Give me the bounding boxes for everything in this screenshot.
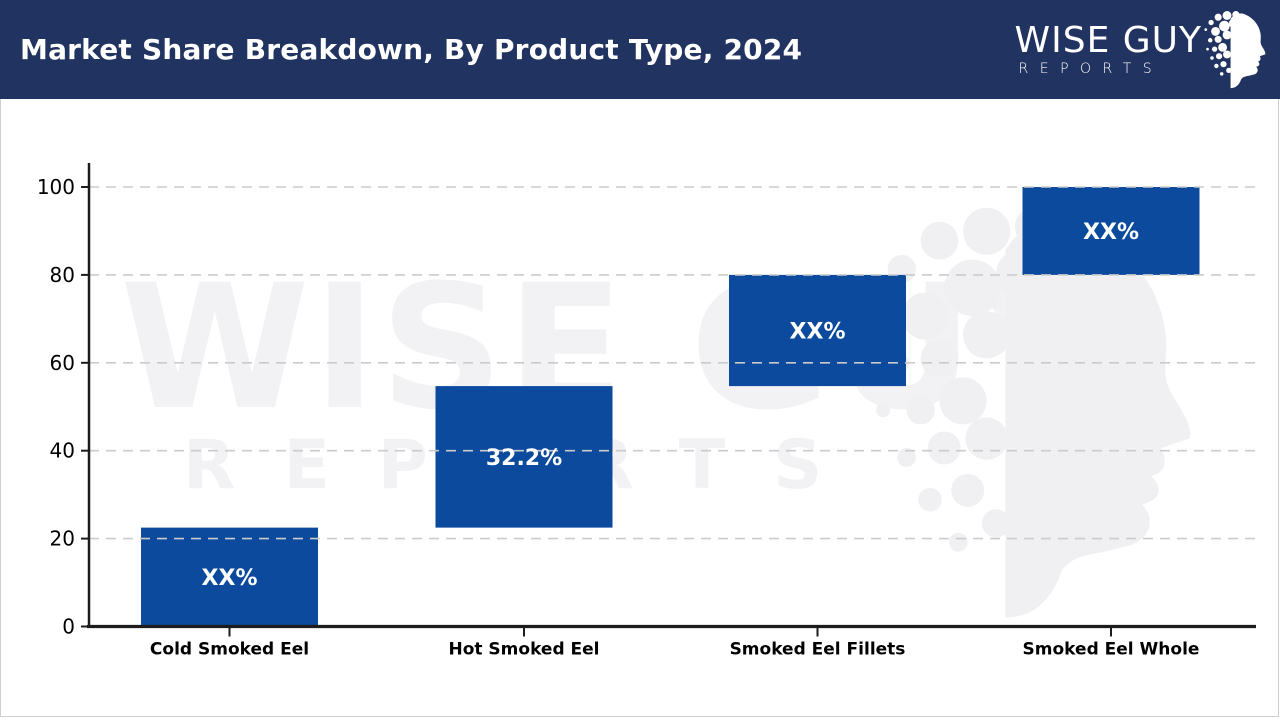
y-tick-label-40: 40 bbox=[50, 439, 75, 463]
bar-hot-smoked-eel bbox=[435, 386, 613, 528]
x-tick-label-smoked-eel-fillets: Smoked Eel Fillets bbox=[730, 640, 906, 660]
logo-subtext: REPORTS bbox=[1018, 60, 1164, 77]
logo-wordmark: WISE GUY bbox=[1014, 20, 1202, 62]
x-tick-label-hot-smoked-eel: Hot Smoked Eel bbox=[448, 640, 599, 660]
chart-title: Market Share Breakdown, By Product Type,… bbox=[20, 33, 803, 66]
bar-value-label-cold-smoked-eel: XX% bbox=[202, 566, 258, 591]
bar-value-label-smoked-eel-fillets: XX% bbox=[790, 319, 846, 344]
wiseguy-logo: WISE GUY REPORTS bbox=[1015, 10, 1267, 90]
bar-smoked-eel-whole bbox=[1022, 187, 1200, 275]
bar-value-label-hot-smoked-eel: 32.2% bbox=[486, 446, 562, 471]
x-tick-label-smoked-eel-whole: Smoked Eel Whole bbox=[1023, 640, 1200, 660]
bar-cold-smoked-eel bbox=[141, 527, 318, 627]
logo-head-icon bbox=[1204, 10, 1266, 88]
bar-smoked-eel-fillets bbox=[729, 274, 906, 387]
y-tick-label-60: 60 bbox=[50, 351, 75, 375]
x-tick-label-cold-smoked-eel: Cold Smoked Eel bbox=[150, 640, 309, 660]
watermark-head-icon bbox=[866, 207, 1191, 618]
y-tick-label-80: 80 bbox=[50, 263, 75, 287]
y-tick-label-100: 100 bbox=[37, 175, 75, 199]
y-tick-label-0: 0 bbox=[62, 615, 75, 639]
y-tick-label-20: 20 bbox=[50, 527, 75, 551]
bar-value-label-smoked-eel-whole: XX% bbox=[1083, 220, 1139, 245]
logo-text: WISE GUY REPORTS bbox=[1015, 22, 1203, 77]
header-bar: Market Share Breakdown, By Product Type,… bbox=[0, 0, 1280, 99]
